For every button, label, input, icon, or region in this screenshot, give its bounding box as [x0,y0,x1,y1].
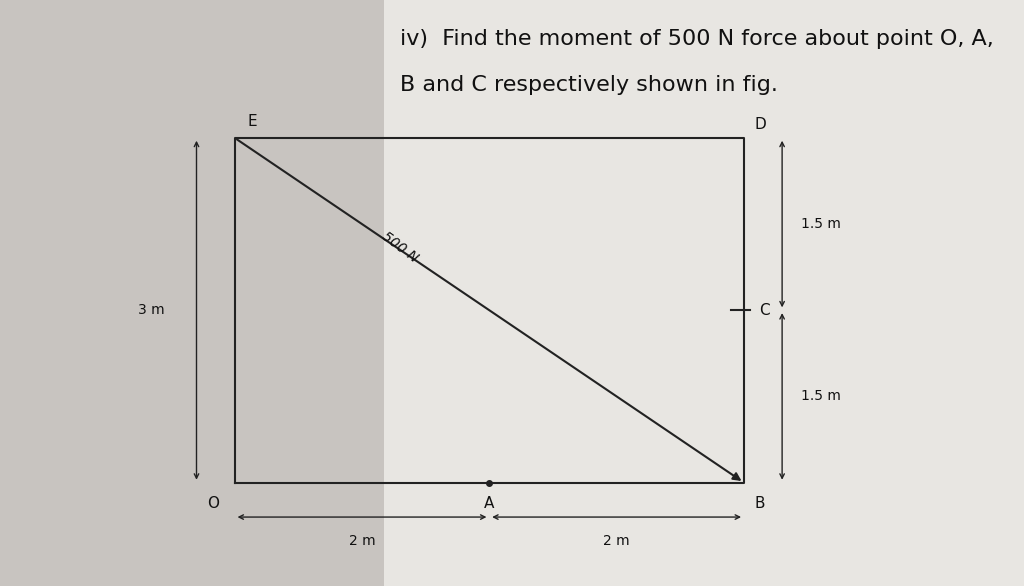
Text: C: C [759,303,770,318]
Text: 2 m: 2 m [603,534,630,548]
Text: O: O [208,496,219,512]
Text: B: B [754,496,765,512]
Text: B and C respectively shown in fig.: B and C respectively shown in fig. [400,74,778,95]
Text: D: D [754,117,766,132]
Text: 1.5 m: 1.5 m [801,390,841,403]
Text: 500 N: 500 N [380,229,421,265]
Text: iv)  Find the moment of 500 N force about point O, A,: iv) Find the moment of 500 N force about… [400,29,994,49]
Text: 2 m: 2 m [349,534,376,548]
Text: E: E [248,114,257,129]
Text: A: A [484,496,495,512]
Text: 1.5 m: 1.5 m [801,217,841,231]
Text: 3 m: 3 m [138,303,165,317]
